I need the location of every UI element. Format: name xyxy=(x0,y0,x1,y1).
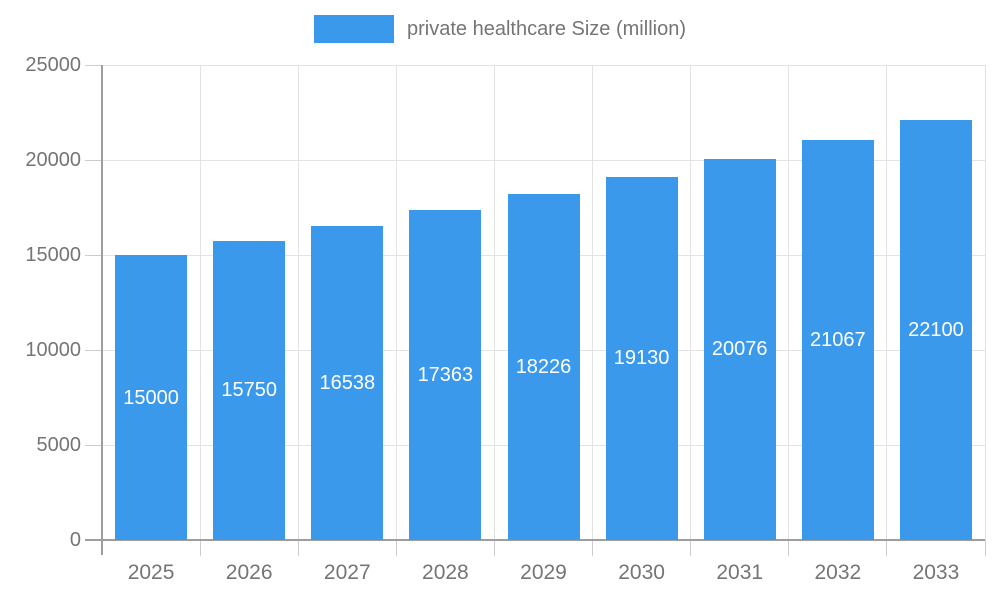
y-tick-mark xyxy=(85,159,102,161)
bar-2028[interactable] xyxy=(409,210,482,540)
bar-2025[interactable] xyxy=(115,255,188,540)
bar-value-label: 20076 xyxy=(711,338,768,361)
bar-2026[interactable] xyxy=(213,240,286,540)
bar-2031[interactable] xyxy=(703,158,776,540)
x-tick-mark xyxy=(984,540,986,556)
bar-value-label: 22100 xyxy=(908,319,964,342)
bar-value-label: 17363 xyxy=(417,364,474,387)
legend-label: private healthcare Size (million) xyxy=(406,17,686,40)
x-axis-tick-label: 2031 xyxy=(716,561,764,584)
y-axis-tick-label: 5000 xyxy=(36,434,82,456)
bar-value-label: 15750 xyxy=(221,379,277,402)
legend-swatch xyxy=(313,15,394,43)
y-axis-tick-label: 15000 xyxy=(25,244,81,266)
x-tick-mark xyxy=(493,540,495,556)
x-axis-tick-label: 2027 xyxy=(323,561,371,584)
x-axis-tick-label: 2030 xyxy=(618,561,665,584)
x-axis-tick-label: 2028 xyxy=(422,561,469,584)
x-axis-tick-label: 2026 xyxy=(225,561,273,584)
x-gridline xyxy=(788,65,790,540)
legend[interactable]: private healthcare Size (million) xyxy=(0,15,1000,43)
bar-2033[interactable] xyxy=(899,120,972,540)
y-gridline xyxy=(102,159,985,161)
x-tick-mark xyxy=(592,540,594,556)
x-gridline xyxy=(984,65,986,540)
plot-area: 0 5000 10000 15000 20000 25000 15000 2025 15750 2… xyxy=(25,54,986,584)
x-gridline xyxy=(199,65,201,540)
x-axis-line xyxy=(85,539,985,541)
bar-2032[interactable] xyxy=(801,139,874,540)
x-gridline xyxy=(493,65,495,540)
bar-2029[interactable] xyxy=(507,193,580,540)
y-axis-tick-label: 25000 xyxy=(25,54,81,76)
x-axis-tick-label: 2029 xyxy=(520,561,567,584)
bar-value-label: 15000 xyxy=(123,386,179,409)
bar-2027[interactable] xyxy=(311,225,384,540)
y-tick-mark xyxy=(85,444,102,446)
x-axis-tick-label: 2025 xyxy=(127,561,175,584)
y-gridline xyxy=(102,64,985,66)
bar-value-label: 21067 xyxy=(810,328,866,351)
bar-value-label: 16538 xyxy=(319,371,376,394)
x-gridline xyxy=(886,65,888,540)
x-gridline xyxy=(592,65,594,540)
x-tick-mark xyxy=(690,540,692,556)
x-axis-tick-label: 2032 xyxy=(814,561,862,584)
bar-value-label: 19130 xyxy=(613,347,670,370)
bar-2030[interactable] xyxy=(605,176,678,540)
y-axis-tick-label: 10000 xyxy=(25,339,81,361)
y-tick-mark xyxy=(85,64,102,66)
x-gridline xyxy=(395,65,397,540)
x-axis-tick-label: 2033 xyxy=(912,561,960,584)
x-tick-mark xyxy=(395,540,397,556)
x-tick-mark xyxy=(199,540,201,556)
y-tick-mark xyxy=(85,349,102,351)
x-tick-mark xyxy=(886,540,888,556)
y-axis-line xyxy=(101,65,103,555)
x-tick-mark xyxy=(788,540,790,556)
y-tick-mark xyxy=(85,254,102,256)
y-axis-tick-label: 0 xyxy=(69,529,81,551)
x-gridline xyxy=(690,65,692,540)
x-tick-mark xyxy=(297,540,299,556)
bar-value-label: 18226 xyxy=(515,355,572,378)
y-axis-tick-label: 20000 xyxy=(25,149,81,171)
x-gridline xyxy=(297,65,299,540)
